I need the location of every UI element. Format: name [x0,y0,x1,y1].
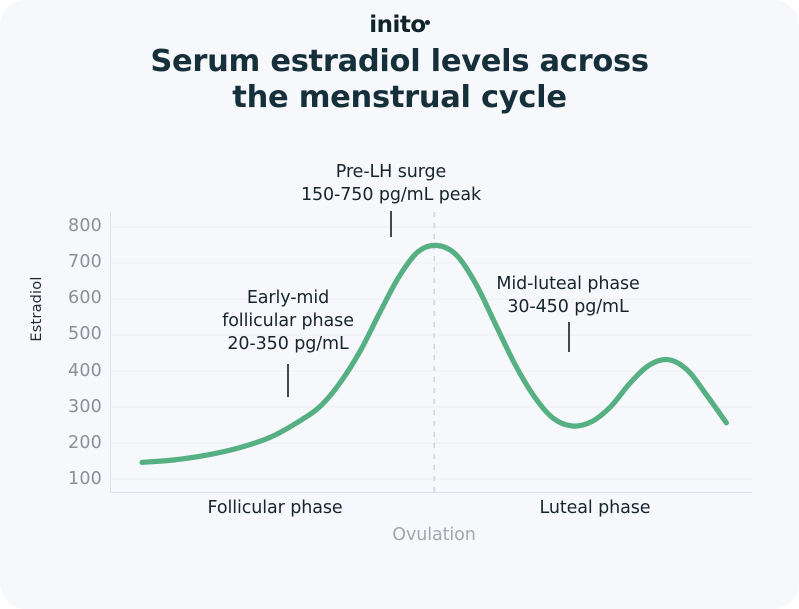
annotation-pre-lh-surge: Pre-LH surge 150-750 pg/mL peak [280,161,502,207]
annotation-early-mid-leader-line [287,364,289,397]
annotation-mid-luteal-leader-line [568,322,570,352]
page-title: Serum estradiol levels across the menstr… [0,44,799,116]
y-axis-ticks: 800 700 600 500 400 300 200 100 [54,212,102,493]
page-title-line-1: Serum estradiol levels across [150,44,649,79]
y-axis-tick-label: 500 [67,324,102,345]
brand-logo: inito [0,12,799,38]
y-axis-tick-label: 100 [67,468,102,489]
annotation-mid-luteal-line-2: 30-450 pg/mL [507,297,629,317]
annotation-early-mid-line-3: 20-350 pg/mL [227,334,349,354]
y-axis-title: Estradiol [29,276,45,342]
brand-logo-dot-icon [424,20,430,25]
y-axis-tick-label: 200 [67,432,102,453]
estradiol-line-chart [110,212,752,493]
y-axis-tick-label: 300 [67,396,102,417]
chart-plot-area [110,212,752,493]
y-axis-tick-label: 700 [67,252,102,273]
y-axis-tick-label: 400 [67,360,102,381]
x-axis-label-follicular-phase: Follicular phase [207,498,343,518]
annotation-pre-lh-line-2: 150-750 pg/mL peak [300,185,482,205]
x-axis-label-luteal-phase: Luteal phase [539,498,651,518]
page-title-line-2: the menstrual cycle [232,80,567,115]
y-axis-tick-label: 800 [67,216,102,237]
annotation-pre-lh-line-1: Pre-LH surge [335,162,447,182]
estradiol-curve [139,242,729,465]
annotation-early-mid-line-1: Early-mid [246,288,330,308]
annotation-early-mid-line-2: follicular phase [222,311,354,331]
annotation-mid-luteal-line-1: Mid-luteal phase [496,274,640,294]
x-axis-label-ovulation: Ovulation [392,525,476,545]
brand-logo-text: inito [369,12,426,38]
annotation-mid-luteal: Mid-luteal phase 30-450 pg/mL [473,273,663,319]
annotation-early-mid-follicular: Early-mid follicular phase 20-350 pg/mL [193,287,383,356]
annotation-pre-lh-leader-line [390,211,392,237]
y-axis-tick-label: 600 [67,288,102,309]
